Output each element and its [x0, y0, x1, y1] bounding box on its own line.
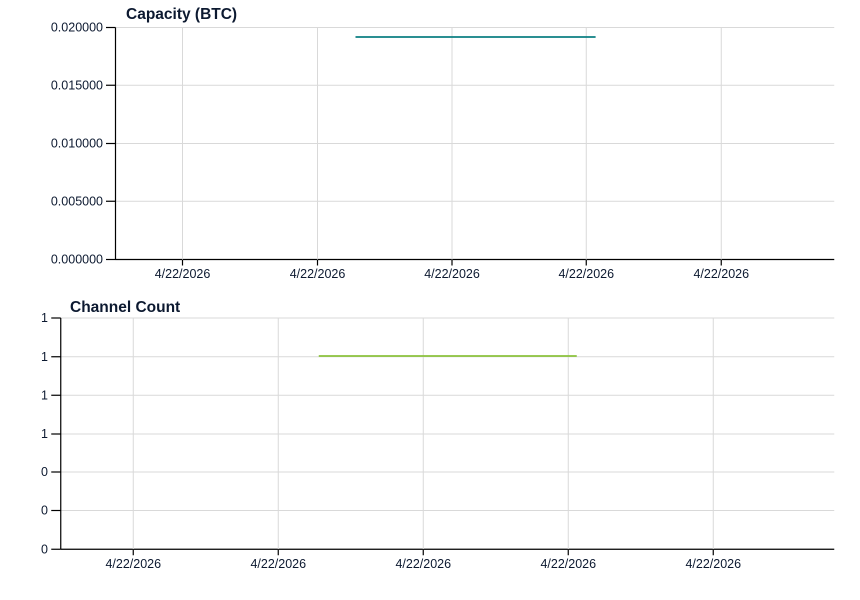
svg-text:1: 1: [41, 388, 48, 402]
svg-text:0.015000: 0.015000: [51, 78, 103, 92]
svg-text:1: 1: [41, 427, 48, 441]
svg-text:4/22/2026: 4/22/2026: [395, 557, 451, 571]
svg-text:0: 0: [41, 542, 48, 556]
svg-text:0: 0: [41, 504, 48, 518]
svg-text:4/22/2026: 4/22/2026: [558, 267, 614, 281]
svg-text:1: 1: [41, 350, 48, 364]
svg-text:4/22/2026: 4/22/2026: [105, 557, 161, 571]
svg-text:4/22/2026: 4/22/2026: [693, 267, 749, 281]
svg-text:4/22/2026: 4/22/2026: [155, 267, 211, 281]
svg-text:0.000000: 0.000000: [51, 253, 103, 267]
svg-text:4/22/2026: 4/22/2026: [685, 557, 741, 571]
svg-text:4/22/2026: 4/22/2026: [424, 267, 480, 281]
svg-text:0.010000: 0.010000: [51, 137, 103, 151]
svg-text:4/22/2026: 4/22/2026: [540, 557, 596, 571]
svg-text:4/22/2026: 4/22/2026: [250, 557, 306, 571]
svg-text:1: 1: [41, 311, 48, 325]
svg-text:0: 0: [41, 465, 48, 479]
svg-text:4/22/2026: 4/22/2026: [290, 267, 346, 281]
svg-text:0.020000: 0.020000: [51, 21, 103, 35]
svg-text:0.005000: 0.005000: [51, 194, 103, 208]
